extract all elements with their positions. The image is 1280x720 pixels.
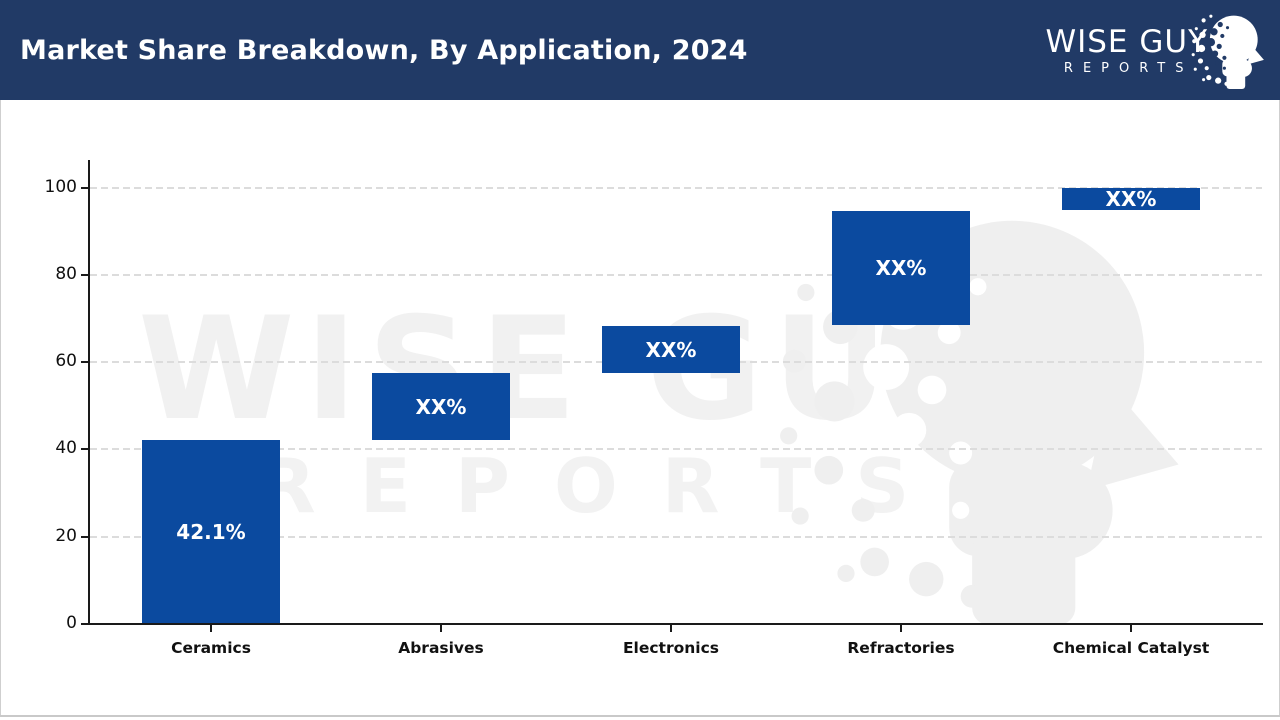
bottom-rule xyxy=(0,715,1280,717)
wise-guy-logo: WISE GUY REPORTS xyxy=(1045,0,1266,100)
wise-guy-head-icon xyxy=(1191,14,1264,89)
y-axis-tick-label: 80 xyxy=(55,263,77,284)
y-axis xyxy=(88,160,90,625)
y-axis-tick-label: 40 xyxy=(55,438,77,459)
y-tick-mark xyxy=(81,535,88,538)
gridline-y-80 xyxy=(90,273,1262,276)
logo-wise-guy-line: WISE GUY xyxy=(1045,24,1208,60)
bar-electronics: XX% xyxy=(602,326,740,373)
header-bar: Market Share Breakdown, By Application, … xyxy=(0,0,1280,100)
x-tick-mark xyxy=(1130,625,1132,632)
x-axis xyxy=(88,623,1263,625)
gridline-y-40 xyxy=(90,448,1262,451)
category-label-refractories: Refractories xyxy=(847,639,955,657)
y-axis-tick-label: 0 xyxy=(66,613,77,633)
bar-refractories: XX% xyxy=(832,210,970,325)
x-tick-mark xyxy=(210,625,212,632)
gridline-y-20 xyxy=(90,535,1262,538)
bar-chemical-catalyst: XX% xyxy=(1062,186,1200,211)
bar-value-label: XX% xyxy=(645,337,697,362)
y-axis-tick-label: 20 xyxy=(55,525,77,546)
bar-value-label: XX% xyxy=(415,394,467,419)
category-label-electronics: Electronics xyxy=(622,639,720,657)
y-tick-mark xyxy=(81,186,88,189)
y-tick-mark xyxy=(81,623,88,625)
bar-value-label: 42.1% xyxy=(176,520,246,545)
bar-value-label: XX% xyxy=(1105,186,1157,211)
y-tick-mark xyxy=(81,273,88,276)
category-label-chemical-catalyst: Chemical Catalyst xyxy=(1052,639,1210,657)
y-tick-mark xyxy=(81,448,88,451)
bar-abrasives: XX% xyxy=(372,373,510,441)
wise-guy-logo-text: WISE GUY REPORTS xyxy=(1045,24,1208,76)
logo-reports-line: REPORTS xyxy=(1063,61,1194,76)
x-tick-mark xyxy=(900,625,902,632)
category-label-abrasives: Abrasives xyxy=(398,639,484,657)
y-tick-mark xyxy=(81,361,88,364)
x-tick-mark xyxy=(670,625,672,632)
page-title: Market Share Breakdown, By Application, … xyxy=(20,34,748,66)
category-label-ceramics: Ceramics xyxy=(171,639,251,657)
x-tick-mark xyxy=(440,625,442,632)
bar-value-label: XX% xyxy=(875,255,927,280)
y-axis-tick-label: 100 xyxy=(44,176,77,197)
bar-ceramics: 42.1% xyxy=(142,440,280,624)
y-axis-tick-label: 60 xyxy=(55,351,77,372)
gridline-y-100 xyxy=(90,186,1262,189)
